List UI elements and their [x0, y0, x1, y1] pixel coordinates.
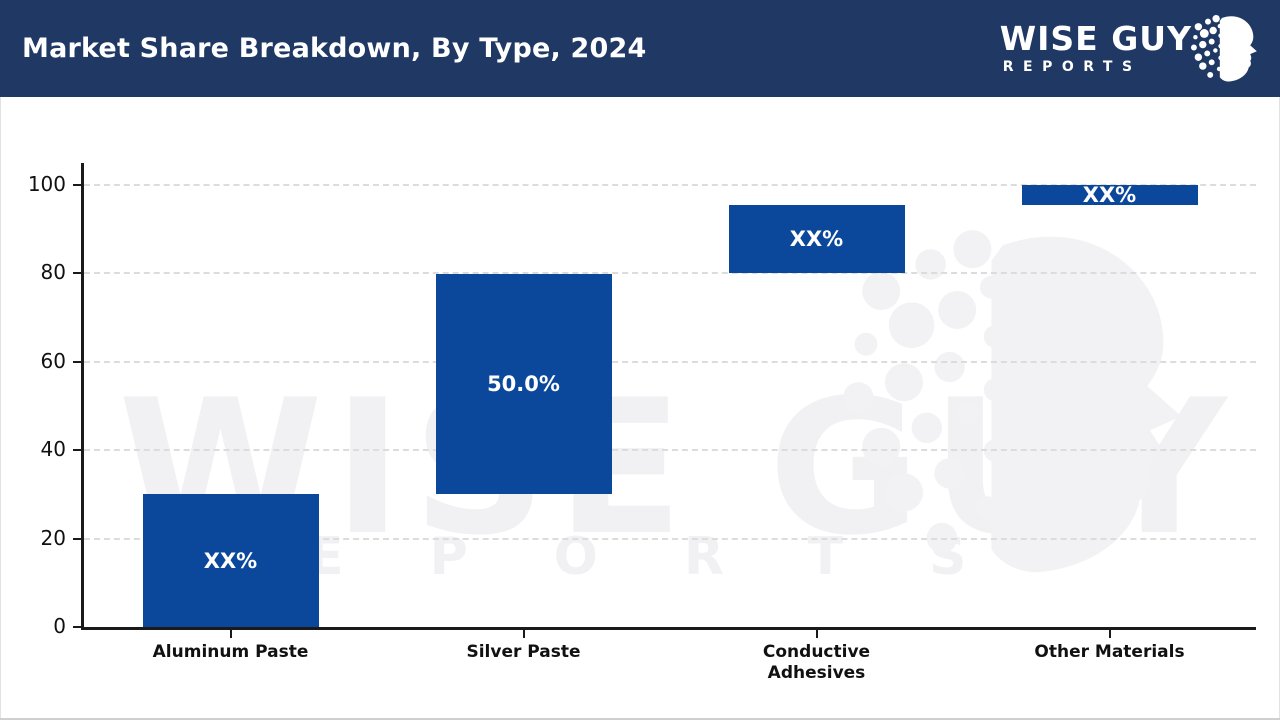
- x-tick: [522, 630, 525, 638]
- brand-logo: WISE GUY REPORTS: [1000, 12, 1266, 86]
- bar-value-label: XX%: [1082, 183, 1137, 208]
- brand-logo-wordmark: WISE GUY: [999, 19, 1192, 59]
- bar-conductive-adhesives: XX%: [728, 205, 905, 274]
- bar-value-label: XX%: [789, 227, 844, 252]
- x-category-label: Conductive Adhesives: [762, 642, 871, 684]
- bar-aluminum-paste: XX%: [142, 494, 319, 627]
- frame-border-bottom: [0, 718, 1280, 720]
- x-category-label: Other Materials: [1034, 642, 1185, 662]
- y-tick-label: 40: [40, 437, 66, 462]
- x-category-label: Silver Paste: [466, 642, 581, 662]
- frame-border-left: [0, 0, 1, 720]
- y-tick-label: 80: [40, 260, 66, 285]
- brand-logo-subtext: REPORTS: [1002, 58, 1142, 75]
- bar-other-materials: XX%: [1021, 183, 1198, 208]
- y-axis-line: [81, 163, 84, 630]
- bar-chart: 0 20 40 60 80 100 XX% Aluminum Paste 50.0% Silver…: [28, 163, 1256, 683]
- gridline-100: [84, 184, 1256, 187]
- bar-value-label: XX%: [203, 548, 258, 573]
- bar-value-label: 50.0%: [487, 371, 560, 396]
- y-tick-label: 20: [40, 525, 66, 550]
- y-tick: [73, 626, 81, 628]
- x-tick: [1108, 630, 1111, 638]
- bar-silver-paste: 50.0%: [435, 273, 612, 495]
- y-tick-label: 100: [27, 172, 66, 197]
- brand-logo-face-icon: [1190, 14, 1257, 82]
- y-tick-label: 60: [40, 348, 66, 373]
- x-tick: [229, 630, 232, 638]
- y-tick: [73, 449, 81, 452]
- y-tick: [73, 272, 81, 275]
- y-tick: [73, 537, 81, 540]
- gridline-80: [84, 272, 1256, 275]
- gridline-20: [84, 537, 1256, 540]
- y-tick: [73, 360, 81, 363]
- x-tick: [815, 630, 818, 638]
- page-title: Market Share Breakdown, By Type, 2024: [22, 33, 647, 64]
- y-tick-label: 0: [53, 614, 66, 638]
- gridline-60: [84, 360, 1256, 363]
- header-banner: Market Share Breakdown, By Type, 2024 WI…: [0, 0, 1280, 97]
- y-tick: [73, 184, 81, 187]
- x-axis-line: [81, 627, 1256, 630]
- x-category-label: Aluminum Paste: [152, 642, 309, 662]
- gridline-40: [84, 449, 1256, 452]
